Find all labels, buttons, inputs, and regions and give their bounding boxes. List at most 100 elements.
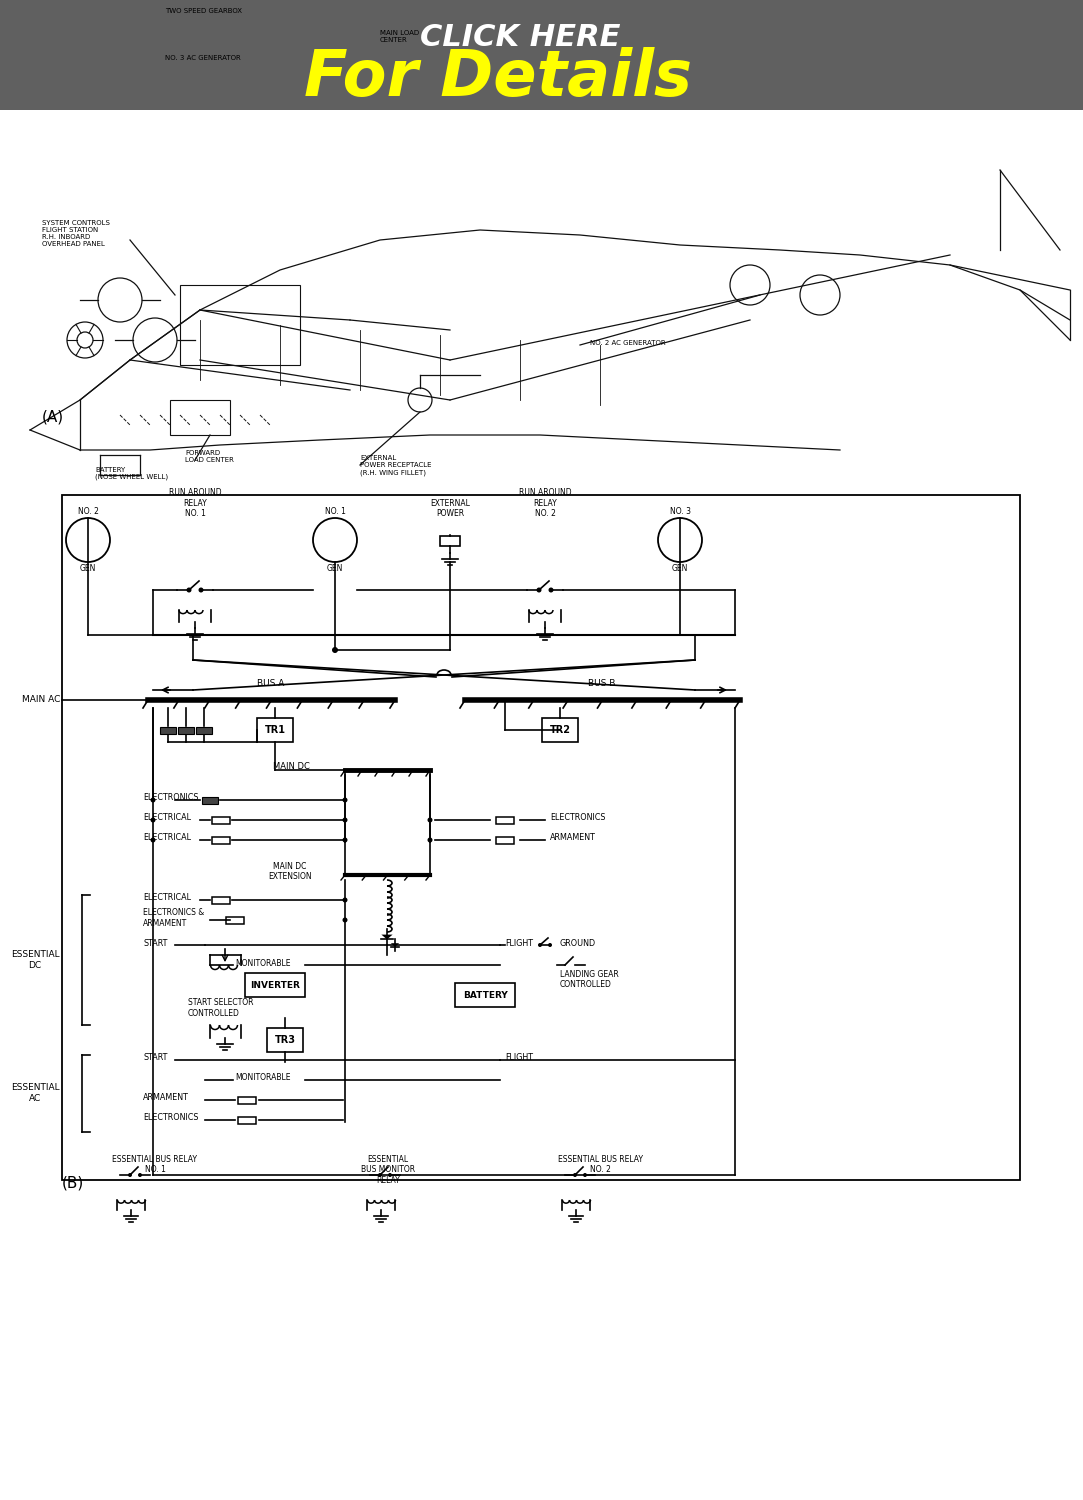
Text: RUN AROUND
RELAY
NO. 1: RUN AROUND RELAY NO. 1: [169, 488, 221, 518]
Text: GEN: GEN: [80, 564, 96, 573]
Text: BATTERY: BATTERY: [462, 990, 507, 999]
Text: GEN: GEN: [671, 564, 688, 573]
Bar: [212, 837, 230, 843]
Bar: [268, 1028, 303, 1051]
Circle shape: [342, 897, 348, 903]
Text: MONITORABLE: MONITORABLE: [235, 1074, 290, 1083]
Text: BUS A: BUS A: [258, 680, 285, 688]
Circle shape: [151, 818, 156, 822]
Bar: [455, 982, 516, 1006]
Text: NO. 2 AC GENERATOR: NO. 2 AC GENERATOR: [590, 340, 666, 346]
Text: TR1: TR1: [264, 724, 286, 735]
Circle shape: [378, 1173, 382, 1178]
Circle shape: [138, 1173, 142, 1178]
Text: ELECTRICAL: ELECTRICAL: [143, 834, 191, 843]
Bar: [180, 285, 300, 364]
Text: BATTERY
(NOSE WHEEL WELL): BATTERY (NOSE WHEEL WELL): [95, 466, 168, 480]
Circle shape: [548, 588, 553, 592]
Text: INVERTER: INVERTER: [250, 981, 300, 990]
Text: EXTERNAL
POWER: EXTERNAL POWER: [430, 498, 470, 517]
Text: ESSENTIAL
AC: ESSENTIAL AC: [11, 1083, 60, 1102]
Bar: [496, 837, 514, 843]
Text: TR2: TR2: [549, 724, 571, 735]
Circle shape: [342, 837, 348, 843]
Text: ELECTRONICS: ELECTRONICS: [143, 1113, 198, 1122]
Bar: [212, 897, 230, 903]
Circle shape: [342, 818, 348, 822]
Bar: [212, 816, 230, 824]
Bar: [160, 726, 177, 734]
Bar: [257, 718, 293, 742]
Text: EXTERNAL
POWER RECEPTACLE
(R.H. WING FILLET): EXTERNAL POWER RECEPTACLE (R.H. WING FIL…: [360, 454, 431, 476]
Circle shape: [128, 1173, 132, 1178]
Text: ELECTRICAL: ELECTRICAL: [143, 813, 191, 822]
Text: ELECTRONICS &
ARMAMENT: ELECTRONICS & ARMAMENT: [143, 909, 205, 927]
Text: TR3: TR3: [274, 1035, 296, 1046]
Circle shape: [428, 818, 432, 822]
Text: ELECTRONICS: ELECTRONICS: [143, 794, 198, 802]
Text: RUN AROUND
RELAY
NO. 2: RUN AROUND RELAY NO. 2: [519, 488, 572, 518]
Circle shape: [428, 837, 432, 843]
Bar: [238, 1116, 256, 1124]
Text: NO. 3: NO. 3: [669, 507, 691, 516]
Circle shape: [151, 798, 156, 802]
Text: MAIN LOAD
CENTER: MAIN LOAD CENTER: [380, 30, 419, 44]
Bar: [245, 974, 305, 998]
Text: ARMAMENT: ARMAMENT: [143, 1094, 188, 1102]
Text: MAIN DC: MAIN DC: [273, 762, 310, 771]
Text: BUS B: BUS B: [588, 680, 616, 688]
Text: FORWARD
LOAD CENTER: FORWARD LOAD CENTER: [185, 450, 234, 464]
Text: ELECTRICAL: ELECTRICAL: [143, 894, 191, 903]
Text: FLIGHT: FLIGHT: [505, 1053, 533, 1062]
Text: For Details: For Details: [304, 46, 692, 110]
Circle shape: [538, 944, 542, 946]
Bar: [238, 1096, 256, 1104]
Text: CLICK HERE: CLICK HERE: [419, 24, 621, 52]
Text: START: START: [143, 939, 168, 948]
Circle shape: [573, 1173, 577, 1178]
Bar: [203, 796, 218, 804]
Text: NO. 2: NO. 2: [78, 507, 99, 516]
Text: SYSTEM CONTROLS
FLIGHT STATION
R.H. INBOARD
OVERHEAD PANEL: SYSTEM CONTROLS FLIGHT STATION R.H. INBO…: [42, 220, 109, 248]
Text: (B): (B): [62, 1174, 84, 1190]
Text: START: START: [143, 1053, 168, 1062]
Bar: [226, 916, 244, 924]
Text: NO. 3 AC GENERATOR: NO. 3 AC GENERATOR: [165, 56, 240, 62]
Text: ELECTRONICS: ELECTRONICS: [550, 813, 605, 822]
Text: ESSENTIAL
BUS MONITOR
RELAY: ESSENTIAL BUS MONITOR RELAY: [361, 1155, 415, 1185]
Text: MAIN AC: MAIN AC: [22, 696, 60, 705]
Circle shape: [186, 588, 192, 592]
Text: ESSENTIAL BUS RELAY
NO. 1: ESSENTIAL BUS RELAY NO. 1: [113, 1155, 197, 1174]
Text: FLIGHT: FLIGHT: [505, 939, 533, 948]
Text: (A): (A): [42, 410, 64, 424]
Circle shape: [548, 944, 552, 946]
Bar: [196, 726, 212, 734]
Text: MONITORABLE: MONITORABLE: [235, 958, 290, 968]
Bar: [542, 718, 578, 742]
Text: TWO SPEED GEARBOX: TWO SPEED GEARBOX: [165, 8, 242, 14]
Polygon shape: [381, 934, 393, 939]
Text: ESSENTIAL BUS RELAY
NO. 2: ESSENTIAL BUS RELAY NO. 2: [558, 1155, 642, 1174]
Text: NO. 1: NO. 1: [325, 507, 345, 516]
Circle shape: [198, 588, 204, 592]
Circle shape: [342, 798, 348, 802]
Circle shape: [342, 918, 348, 922]
Circle shape: [332, 646, 338, 652]
Bar: [440, 536, 460, 546]
Circle shape: [536, 588, 542, 592]
Bar: [170, 400, 230, 435]
Text: START SELECTOR
CONTROLLED: START SELECTOR CONTROLLED: [188, 999, 253, 1017]
Text: MAIN DC
EXTENSION: MAIN DC EXTENSION: [269, 862, 312, 882]
Polygon shape: [391, 944, 400, 946]
Text: GROUND: GROUND: [560, 939, 596, 948]
Circle shape: [151, 837, 156, 843]
Bar: [0, 0, 1083, 110]
Text: LANDING GEAR
CONTROLLED: LANDING GEAR CONTROLLED: [560, 970, 618, 990]
Circle shape: [388, 1173, 392, 1178]
Text: ARMAMENT: ARMAMENT: [550, 834, 596, 843]
Bar: [178, 726, 194, 734]
Bar: [62, 495, 1020, 1180]
Text: GEN: GEN: [327, 564, 343, 573]
Circle shape: [583, 1173, 587, 1178]
Text: ESSENTIAL
DC: ESSENTIAL DC: [11, 951, 60, 969]
